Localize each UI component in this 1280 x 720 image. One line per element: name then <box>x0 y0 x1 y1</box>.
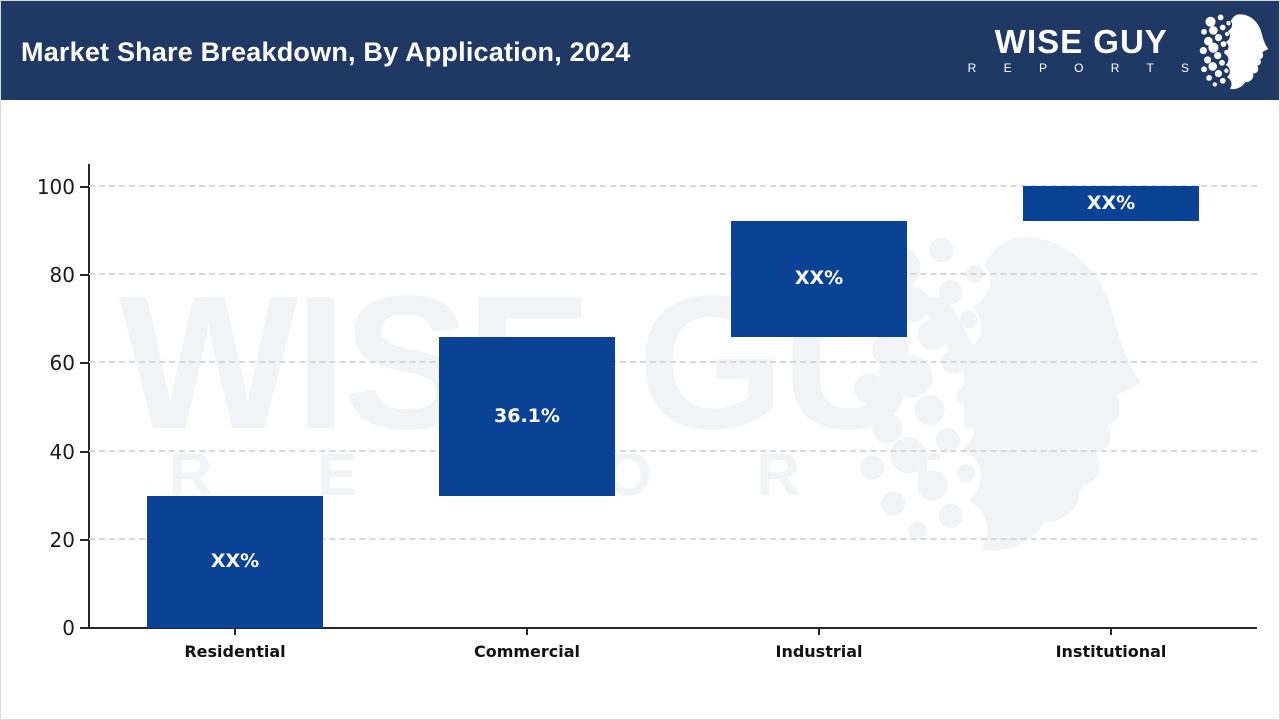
y-axis-tick <box>80 362 88 365</box>
gridline <box>89 185 1257 187</box>
x-axis-tick <box>526 628 528 635</box>
logo-head-icon <box>1199 14 1269 90</box>
bar-value-label: 36.1% <box>494 404 560 427</box>
header-bar: Market Share Breakdown, By Application, … <box>1 1 1279 100</box>
logo-subtext: R E P O R T S <box>967 61 1201 75</box>
gridline <box>89 537 1257 540</box>
gridline <box>89 361 1257 364</box>
x-axis-category-label: Institutional <box>1055 642 1167 661</box>
plot-area: 0 20 40 60 80 100 XX% Residential 36.1% Commercia… <box>37 164 1257 661</box>
gridline <box>89 449 1257 452</box>
logo: WISE GUY R E P O R T S <box>968 7 1273 95</box>
y-axis-tick <box>80 186 88 188</box>
y-axis-tick-label: 0 <box>62 616 75 640</box>
x-axis-tick <box>234 628 236 635</box>
y-axis-tick-label: 80 <box>49 263 75 288</box>
bar-institutional: XX% <box>1023 186 1199 221</box>
x-axis-category-label: Commercial <box>473 642 581 661</box>
x-axis-tick <box>818 628 820 635</box>
chart-area: WISE GUY R E P O R T S 0 20 40 60 80 100 XX% Re… <box>1 100 1279 719</box>
y-axis-tick <box>80 538 88 541</box>
page-title: Market Share Breakdown, By Application, … <box>21 37 631 67</box>
logo-wordmark: WISE GUY <box>994 23 1168 60</box>
bar-value-label: XX% <box>794 267 844 290</box>
y-axis-tick-label: 40 <box>49 439 75 464</box>
y-axis-tick <box>80 450 88 453</box>
x-axis-category-label: Residential <box>184 642 286 661</box>
bar-value-label: XX% <box>1086 192 1136 215</box>
logo-text: WISE GUY R E P O R T S <box>962 25 1201 75</box>
gridline <box>89 273 1257 276</box>
y-axis-tick-label: 100 <box>36 175 75 199</box>
x-axis-category-label: Industrial <box>775 642 863 661</box>
y-axis-tick <box>80 627 88 629</box>
bar-industrial: XX% <box>731 220 907 337</box>
bar-value-label: XX% <box>210 550 260 573</box>
y-axis-tick-label: 60 <box>49 351 75 376</box>
y-axis-tick-label: 20 <box>49 527 75 552</box>
bar-residential: XX% <box>147 495 323 628</box>
bar-commercial: 36.1% <box>439 336 615 496</box>
x-axis-line <box>87 627 1257 629</box>
y-axis-line <box>88 164 90 628</box>
y-axis-tick <box>80 274 88 277</box>
x-axis-tick <box>1110 628 1112 635</box>
